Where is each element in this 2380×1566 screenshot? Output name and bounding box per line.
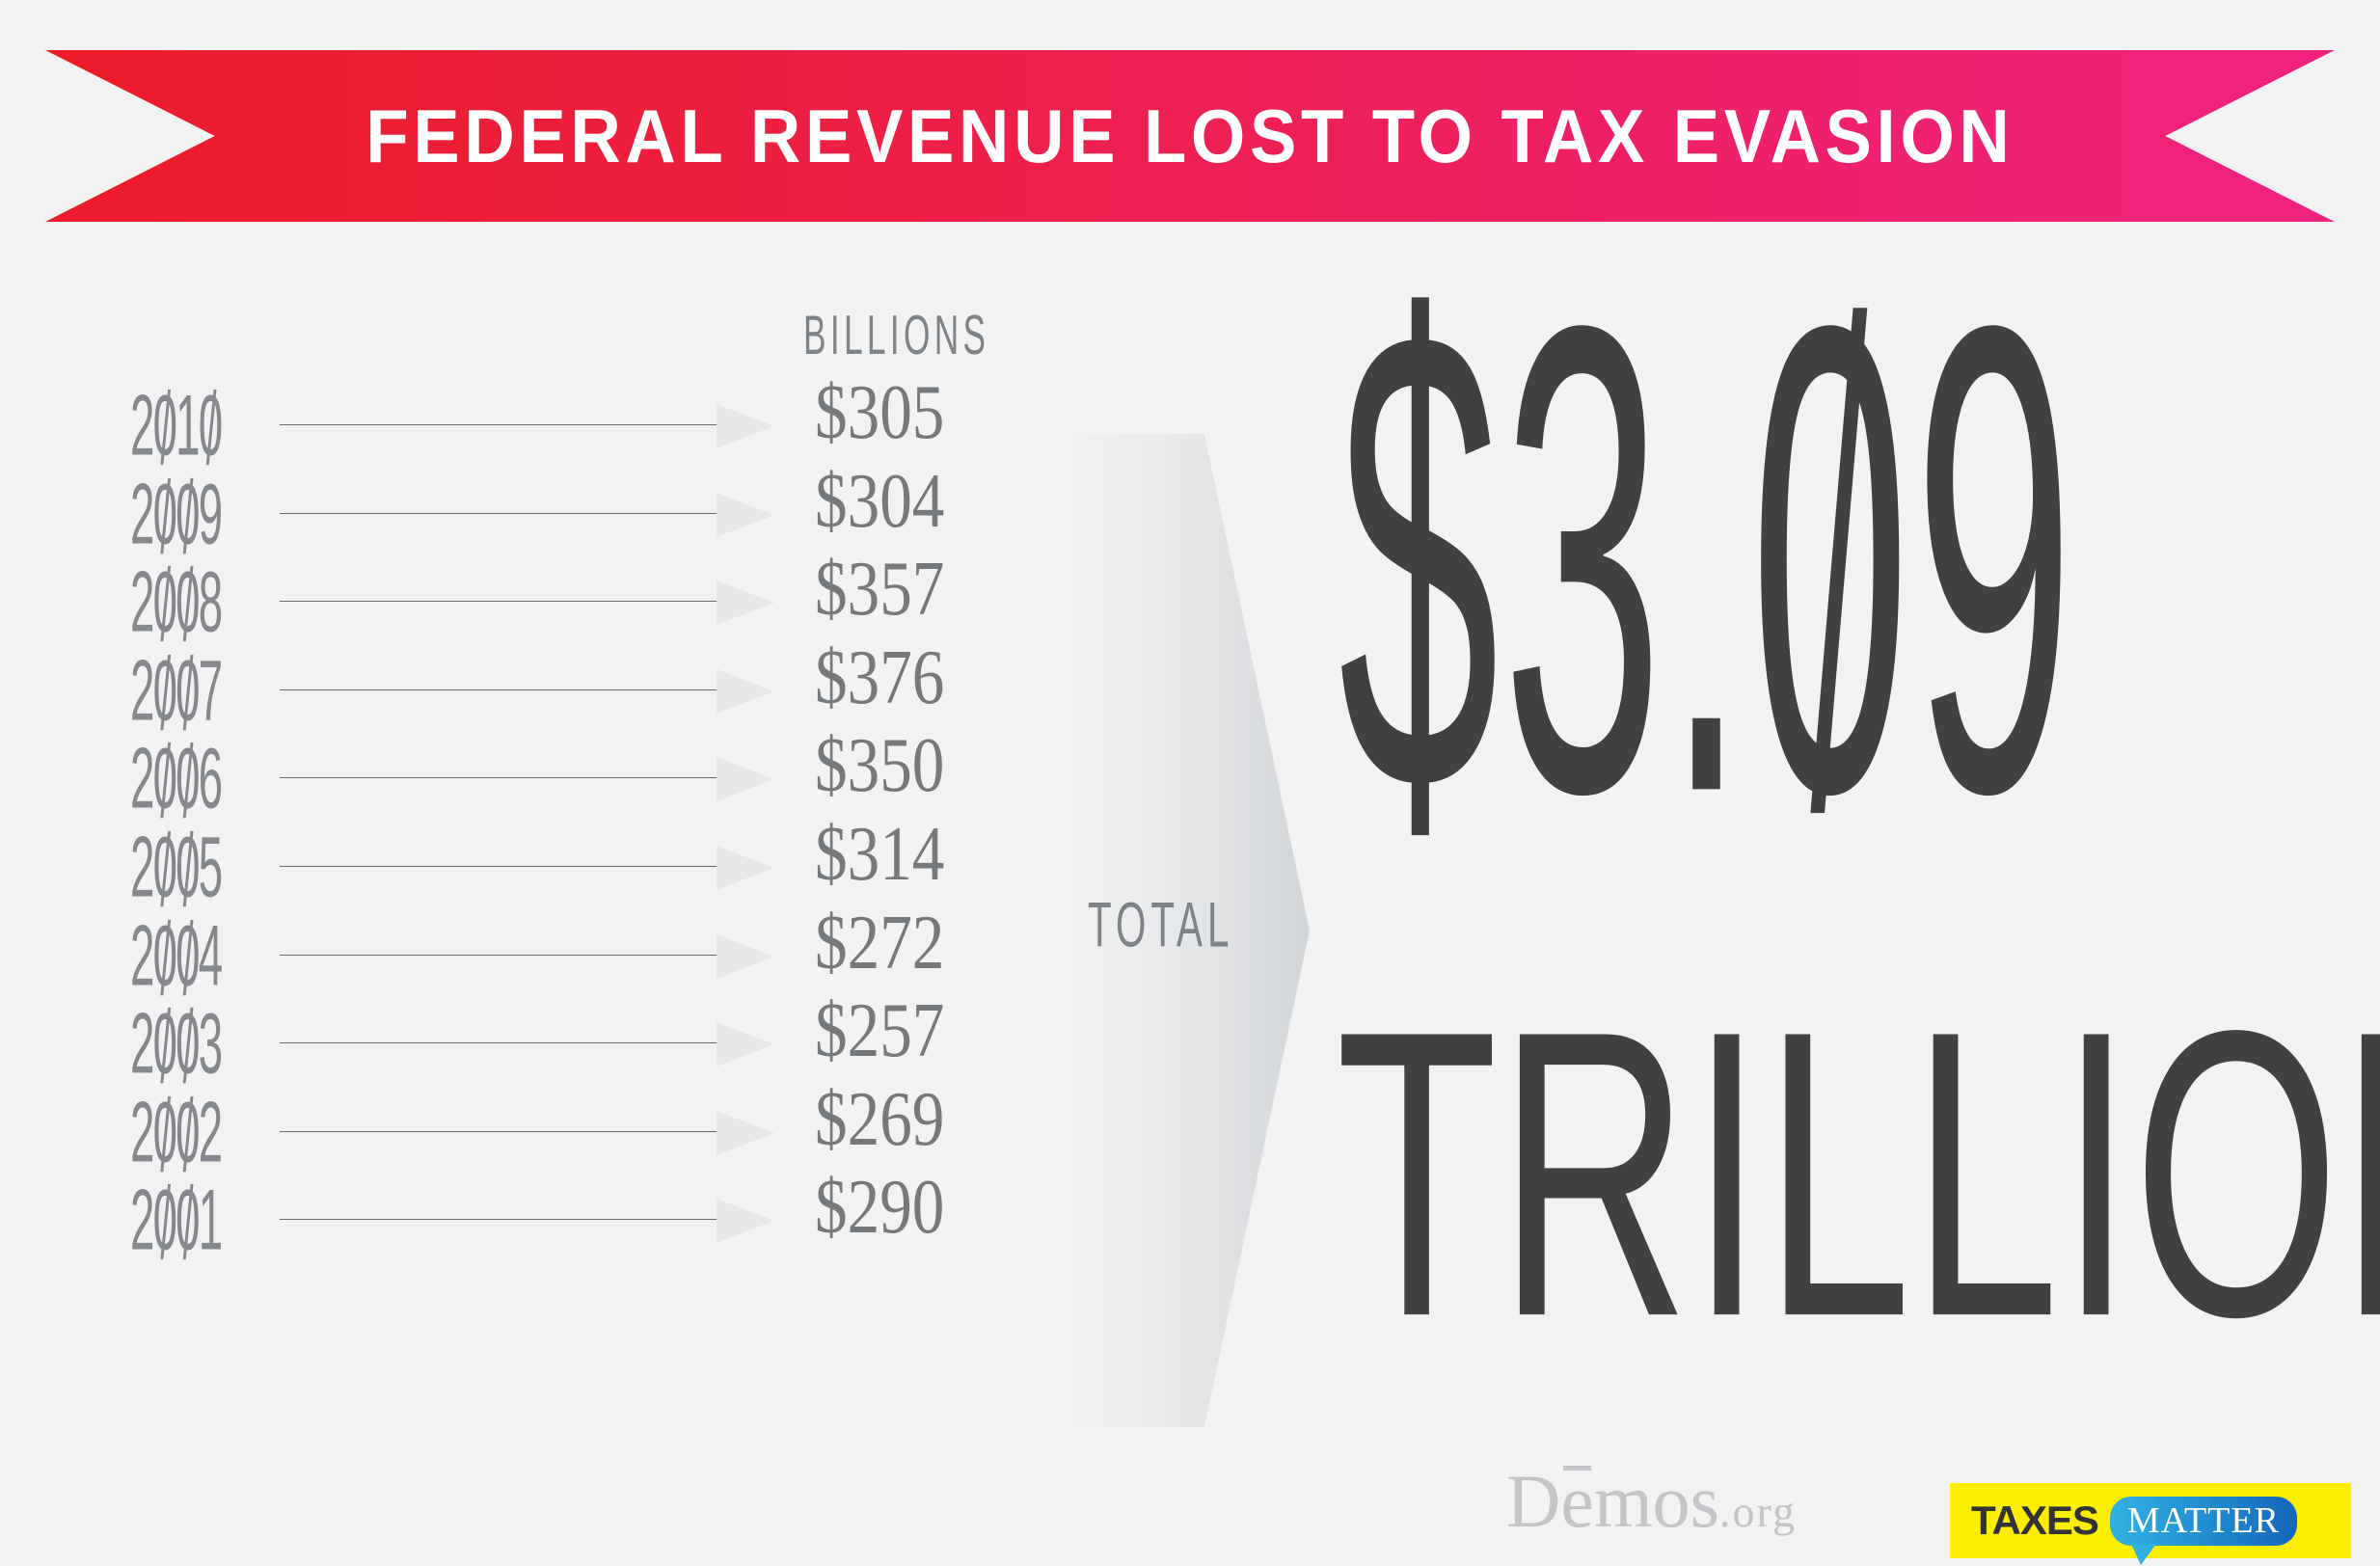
row-value: $269 [815,1076,945,1162]
row-year-label: 2001 [130,1173,223,1269]
leader-line [280,777,718,779]
leader-line [280,954,718,956]
table-row: 2002 $269 [0,1081,1061,1181]
taxes-matter-logo[interactable]: TAXES MATTER [1950,1483,2351,1565]
demos-logo[interactable]: Demos.org [1506,1464,1797,1539]
row-value: $376 [815,634,945,720]
total-unit: TRILLION [1336,945,2380,1401]
row-year-label: 2004 [130,907,223,1005]
leader-line [280,512,718,514]
slashed-zero-glyph: 0 [152,642,177,740]
row-value: $357 [815,547,945,633]
slashed-zero-glyph: 0 [152,1084,177,1181]
leader-line [280,1219,718,1221]
table-row: 2005 $314 [0,816,1061,916]
arrow-right-icon [717,492,774,537]
leader-line [280,1042,718,1044]
slashed-zero-glyph: 0 [176,907,200,1005]
page-title: FEDERAL REVENUE LOST TO TAX EVASION [365,94,2015,178]
table-row: 2009 $304 [0,463,1061,563]
slashed-zero-glyph: 0 [176,996,200,1093]
row-year-label: 2005 [130,820,223,916]
arrow-right-icon [717,668,774,714]
row-value: $272 [815,900,945,986]
demos-logo-name: Demos [1506,1459,1719,1543]
row-year-label: 2008 [130,554,223,651]
table-row: 2003 $257 [0,992,1061,1093]
slashed-zero-glyph: 0 [176,466,200,563]
arrow-right-icon [717,845,774,890]
arrow-right-icon [717,1199,774,1244]
total-amount: $3.09 [1339,188,2078,932]
arrow-right-icon [717,1022,774,1067]
arrow-right-icon [717,580,774,626]
arrow-right-icon [717,404,774,448]
row-value: $314 [815,811,945,897]
slashed-zero-glyph: 0 [152,1173,177,1269]
slashed-zero-glyph: 0 [176,1084,200,1181]
row-value: $257 [815,988,945,1074]
leader-line [280,1130,718,1132]
row-value: $290 [815,1165,945,1251]
slashed-zero-glyph: 0 [152,731,177,827]
leader-line [280,424,718,425]
slashed-zero-glyph: 0 [176,642,200,740]
row-year-label: 2003 [130,996,223,1093]
slashed-zero-glyph: 0 [1749,188,1914,932]
taxes-matter-word-matter: MATTER [2126,1499,2280,1541]
slashed-zero-glyph: 0 [176,554,200,651]
row-year-label: 2002 [130,1084,223,1181]
row-year-label: 2009 [130,466,223,563]
arrow-right-icon [717,933,774,979]
table-row: 2004 $272 [0,904,1061,1005]
leader-line [280,865,718,867]
slashed-zero-glyph: 0 [198,378,223,474]
arrow-right-icon [717,757,774,802]
total-label: TOTAL [1088,888,1234,960]
speech-bubble-icon: MATTER [2109,1496,2297,1565]
slashed-zero-glyph: 0 [152,996,177,1093]
table-row: 2006 $350 [0,727,1061,827]
slashed-zero-glyph: 0 [152,466,177,563]
demos-logo-suffix: .org [1719,1487,1797,1536]
slashed-zero-glyph: 0 [152,820,177,916]
column-header-billions: BILLIONS [803,305,990,366]
slashed-zero-glyph: 0 [152,907,177,1005]
row-value: $304 [815,458,945,544]
row-year-label: 2007 [130,642,223,740]
macron-e-glyph: e [1560,1459,1594,1543]
arrow-right-icon [717,1110,774,1155]
data-rows-list: 2010 $305 2009 $304 2008 $357 2007 $376 2006 $350… [0,374,1061,1269]
leader-line [280,688,718,690]
row-year-label: 2010 [130,378,223,474]
slashed-zero-glyph: 0 [176,731,200,827]
table-row: 2008 $357 [0,551,1061,651]
row-year-label: 2006 [130,731,223,827]
slashed-zero-glyph: 0 [176,1173,200,1269]
title-banner: FEDERAL REVENUE LOST TO TAX EVASION [45,50,2335,222]
table-row: 2001 $290 [0,1169,1061,1269]
row-value: $305 [815,370,945,455]
leader-line [280,601,718,603]
slashed-zero-glyph: 0 [152,378,177,474]
table-row: 2010 $305 [0,374,1061,474]
slashed-zero-glyph: 0 [152,554,177,651]
table-row: 2007 $376 [0,639,1061,740]
taxes-matter-word-taxes: TAXES [1971,1498,2099,1543]
row-value: $350 [815,723,945,809]
slashed-zero-glyph: 0 [176,820,200,916]
